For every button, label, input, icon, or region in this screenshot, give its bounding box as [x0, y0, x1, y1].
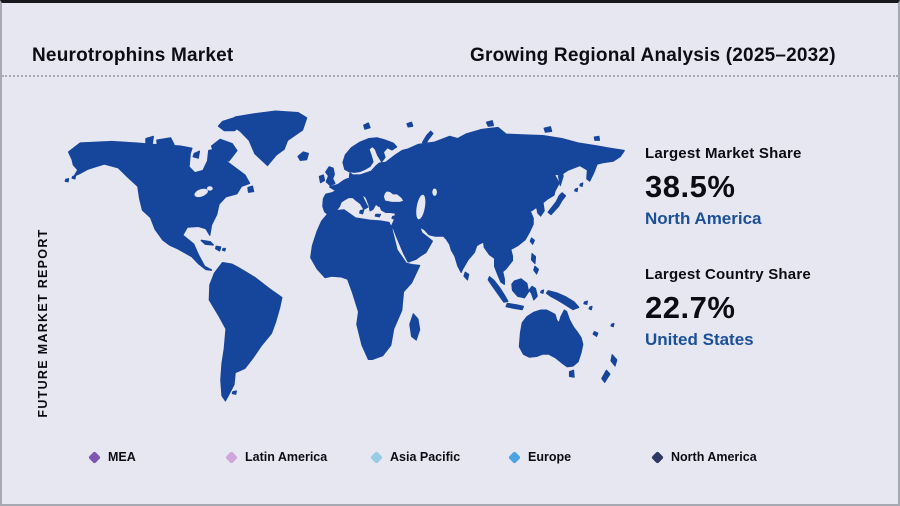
island: [200, 239, 214, 246]
legend-item-asia-pacific: Asia Pacific: [370, 450, 461, 464]
page-title: Neurotrophins Market: [32, 45, 234, 66]
madagascar-island: [409, 313, 421, 341]
island: [318, 174, 326, 184]
island: [363, 122, 371, 130]
legend-label: Latin America: [245, 450, 328, 464]
mea-swatch-icon: [88, 450, 101, 464]
region-legend: MEA Latin America Asia Pacific Europe No…: [2, 450, 898, 470]
great-lakes-water: [206, 186, 213, 191]
legend-label: Asia Pacific: [390, 450, 461, 464]
country-share-value: 22.7%: [645, 290, 736, 325]
country-share-stat: Largest Country Share 22.7% United State…: [645, 266, 895, 350]
north-america-landmass: [68, 140, 251, 271]
japan-islands: [547, 192, 567, 216]
island: [588, 305, 593, 311]
new-zealand-island: [610, 354, 618, 367]
island: [359, 209, 365, 215]
market-share-label: Largest Market Share: [645, 145, 802, 162]
philippines-island: [530, 253, 537, 265]
island: [247, 185, 255, 193]
island: [297, 151, 309, 161]
arctic-island: [156, 137, 175, 152]
island: [557, 169, 564, 187]
island: [231, 390, 237, 395]
arctic-island: [192, 150, 201, 159]
page-subtitle: Growing Regional Analysis (2025–2032): [470, 45, 836, 66]
australia-landmass: [518, 309, 584, 368]
island: [506, 251, 512, 258]
arctic-island: [217, 116, 244, 132]
legend-label: North America: [671, 450, 757, 464]
island: [485, 120, 495, 127]
island: [421, 130, 434, 146]
scandinavia-landmass: [342, 137, 398, 173]
island: [574, 187, 579, 193]
aral-sea-water: [432, 188, 437, 196]
legend-label: Europe: [528, 450, 572, 464]
stats-panel: Largest Market Share 38.5% North America…: [645, 145, 895, 350]
world-map-svg: [64, 110, 625, 402]
island: [406, 121, 414, 128]
south-america-landmass: [208, 261, 283, 402]
island: [529, 237, 535, 245]
java-island: [505, 302, 524, 311]
tasmania-island: [568, 369, 575, 378]
market-share-value: 38.5%: [645, 169, 736, 204]
island: [71, 175, 77, 180]
legend-label: MEA: [108, 450, 136, 464]
new-guinea-island: [545, 290, 580, 311]
dotted-divider: [2, 75, 898, 77]
borneo-island: [511, 278, 530, 299]
arctic-island: [210, 138, 238, 162]
new-zealand-island: [601, 369, 611, 383]
north-america-swatch-icon: [651, 450, 664, 464]
island: [215, 245, 222, 252]
caspian-sea-water: [416, 194, 426, 220]
island: [64, 178, 70, 183]
island: [583, 300, 588, 306]
island: [325, 166, 336, 187]
island: [579, 182, 584, 187]
latin-america-swatch-icon: [225, 450, 238, 464]
legend-item-north-america: North America: [651, 450, 757, 464]
island: [543, 126, 553, 133]
brand-watermark: FUTURE MARKET REPORT: [36, 228, 50, 418]
africa-landmass: [310, 209, 421, 360]
philippines-island: [533, 265, 539, 275]
legend-item-europe: Europe: [508, 450, 572, 464]
island: [593, 135, 601, 141]
eurasia-landmass: [322, 126, 625, 285]
country-share-region: United States: [645, 330, 754, 349]
legend-item-mea: MEA: [88, 450, 136, 464]
island: [592, 331, 599, 337]
country-share-label: Largest Country Share: [645, 266, 811, 283]
island: [221, 247, 226, 252]
island: [540, 289, 545, 294]
island: [463, 271, 470, 281]
arctic-island: [145, 135, 154, 146]
europe-swatch-icon: [508, 450, 521, 464]
market-share-stat: Largest Market Share 38.5% North America: [645, 145, 895, 229]
island: [374, 213, 382, 218]
greenland-landmass: [228, 110, 308, 167]
sumatra-island: [487, 276, 509, 303]
asia-pacific-swatch-icon: [370, 450, 383, 464]
great-lakes-water: [194, 188, 208, 198]
island: [610, 322, 615, 328]
legend-item-latin-america: Latin America: [225, 450, 328, 464]
sulawesi-island: [528, 285, 538, 301]
market-share-region: North America: [645, 209, 762, 228]
world-map: [64, 109, 626, 406]
